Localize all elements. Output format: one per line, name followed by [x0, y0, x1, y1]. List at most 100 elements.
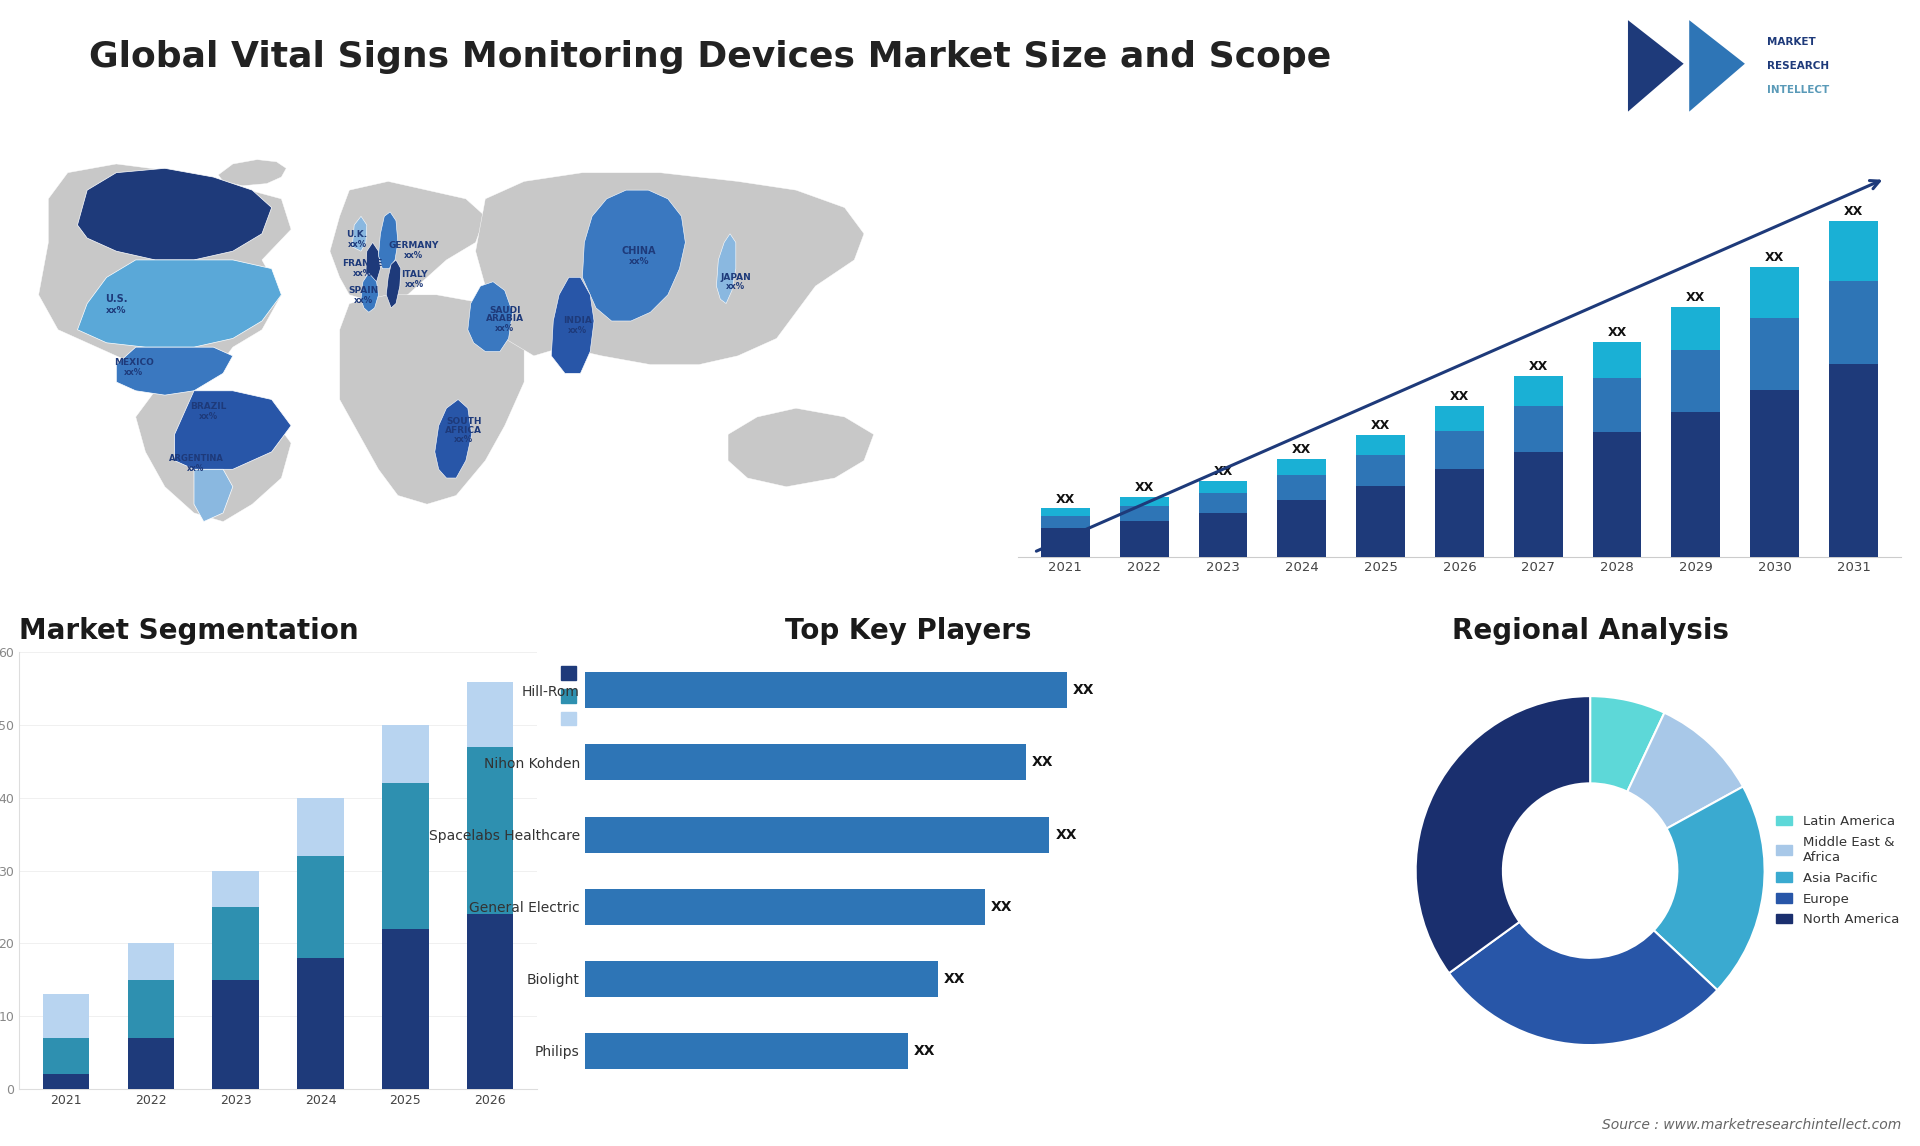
Bar — [382, 928, 428, 1089]
Bar — [1356, 486, 1405, 557]
Text: XX: XX — [1031, 755, 1054, 769]
Polygon shape — [1628, 21, 1684, 111]
Wedge shape — [1590, 696, 1665, 792]
Bar — [1672, 307, 1720, 350]
Bar — [1592, 378, 1642, 432]
Text: Source : www.marketresearchintellect.com: Source : www.marketresearchintellect.com — [1601, 1118, 1901, 1132]
Bar — [1356, 455, 1405, 486]
Text: XX: XX — [1686, 291, 1705, 304]
Bar — [467, 747, 513, 915]
Polygon shape — [1690, 21, 1745, 111]
Polygon shape — [434, 400, 472, 478]
Bar — [382, 784, 428, 928]
Text: GERMANY: GERMANY — [388, 242, 438, 251]
Text: XX: XX — [1450, 391, 1469, 403]
Title: Regional Analysis: Regional Analysis — [1452, 617, 1728, 644]
Text: FRANCE: FRANCE — [342, 259, 382, 268]
Bar — [382, 725, 428, 784]
Bar — [1751, 317, 1799, 390]
Bar — [1119, 505, 1169, 521]
Bar — [1198, 493, 1248, 512]
Polygon shape — [194, 470, 232, 521]
Wedge shape — [1450, 921, 1716, 1045]
Polygon shape — [219, 159, 286, 186]
Bar — [1751, 267, 1799, 317]
Text: XX: XX — [1371, 419, 1390, 432]
Polygon shape — [117, 347, 232, 395]
Bar — [584, 960, 937, 997]
Polygon shape — [340, 295, 524, 504]
Polygon shape — [378, 212, 397, 268]
Polygon shape — [351, 217, 367, 251]
Text: XX: XX — [1135, 481, 1154, 494]
Polygon shape — [361, 273, 378, 312]
Text: xx%: xx% — [455, 435, 474, 445]
Text: XX: XX — [914, 1044, 935, 1058]
Bar — [1041, 528, 1091, 557]
Text: xx%: xx% — [125, 368, 144, 377]
Bar — [584, 673, 1068, 708]
Text: XX: XX — [1056, 827, 1077, 841]
Text: MEXICO: MEXICO — [113, 358, 154, 367]
Text: xx%: xx% — [403, 251, 422, 260]
Bar — [1277, 460, 1327, 474]
Text: U.S.: U.S. — [106, 295, 127, 304]
Bar — [1434, 431, 1484, 469]
Text: xx%: xx% — [188, 464, 205, 473]
Text: xx%: xx% — [568, 327, 588, 335]
Text: XX: XX — [943, 972, 966, 986]
Text: ITALY: ITALY — [401, 270, 428, 280]
Bar — [1672, 413, 1720, 557]
Bar — [298, 958, 344, 1089]
Bar — [1277, 500, 1327, 557]
Bar — [467, 682, 513, 747]
Polygon shape — [175, 391, 292, 470]
Polygon shape — [476, 173, 864, 364]
Text: CHINA: CHINA — [622, 246, 657, 257]
Wedge shape — [1653, 786, 1764, 990]
Bar — [1513, 376, 1563, 406]
Bar — [127, 943, 175, 980]
Text: XX: XX — [1056, 493, 1075, 505]
Text: INDIA: INDIA — [563, 315, 591, 324]
Bar — [584, 816, 1050, 853]
Text: ARABIA: ARABIA — [486, 314, 524, 323]
Legend: Latin America, Middle East &
Africa, Asia Pacific, Europe, North America: Latin America, Middle East & Africa, Asi… — [1772, 809, 1905, 932]
Text: CANADA: CANADA — [140, 213, 186, 223]
Text: XX: XX — [1764, 251, 1784, 264]
Text: xx%: xx% — [628, 257, 649, 266]
Text: BRAZIL: BRAZIL — [190, 401, 227, 410]
Text: xx%: xx% — [348, 241, 367, 249]
Bar — [1434, 406, 1484, 431]
Wedge shape — [1628, 713, 1743, 829]
Bar — [127, 1038, 175, 1089]
Polygon shape — [551, 277, 593, 374]
Text: SPAIN: SPAIN — [349, 286, 378, 295]
Bar — [298, 798, 344, 856]
Text: Global Vital Signs Monitoring Devices Market Size and Scope: Global Vital Signs Monitoring Devices Ma… — [88, 40, 1332, 74]
Text: XX: XX — [1607, 325, 1626, 339]
Text: XX: XX — [1292, 444, 1311, 456]
Bar — [298, 856, 344, 958]
Bar — [213, 980, 259, 1089]
Polygon shape — [367, 243, 380, 286]
Bar — [1198, 481, 1248, 493]
Text: MARKET: MARKET — [1766, 37, 1816, 47]
Bar — [467, 915, 513, 1089]
Bar — [1751, 390, 1799, 557]
Bar — [1672, 350, 1720, 413]
Bar — [1513, 452, 1563, 557]
Text: AFRICA: AFRICA — [445, 425, 482, 434]
Text: XX: XX — [1843, 205, 1862, 218]
Bar — [1041, 509, 1091, 516]
Bar — [584, 1033, 908, 1069]
Bar — [1119, 496, 1169, 505]
Legend: Application, Product, Geography: Application, Product, Geography — [555, 660, 680, 732]
Bar — [1830, 364, 1878, 557]
Bar — [1592, 432, 1642, 557]
Text: XX: XX — [1073, 683, 1094, 698]
Polygon shape — [77, 260, 282, 347]
Text: ARGENTINA: ARGENTINA — [169, 454, 223, 463]
Text: JAPAN: JAPAN — [720, 273, 751, 282]
Bar — [42, 1074, 90, 1089]
